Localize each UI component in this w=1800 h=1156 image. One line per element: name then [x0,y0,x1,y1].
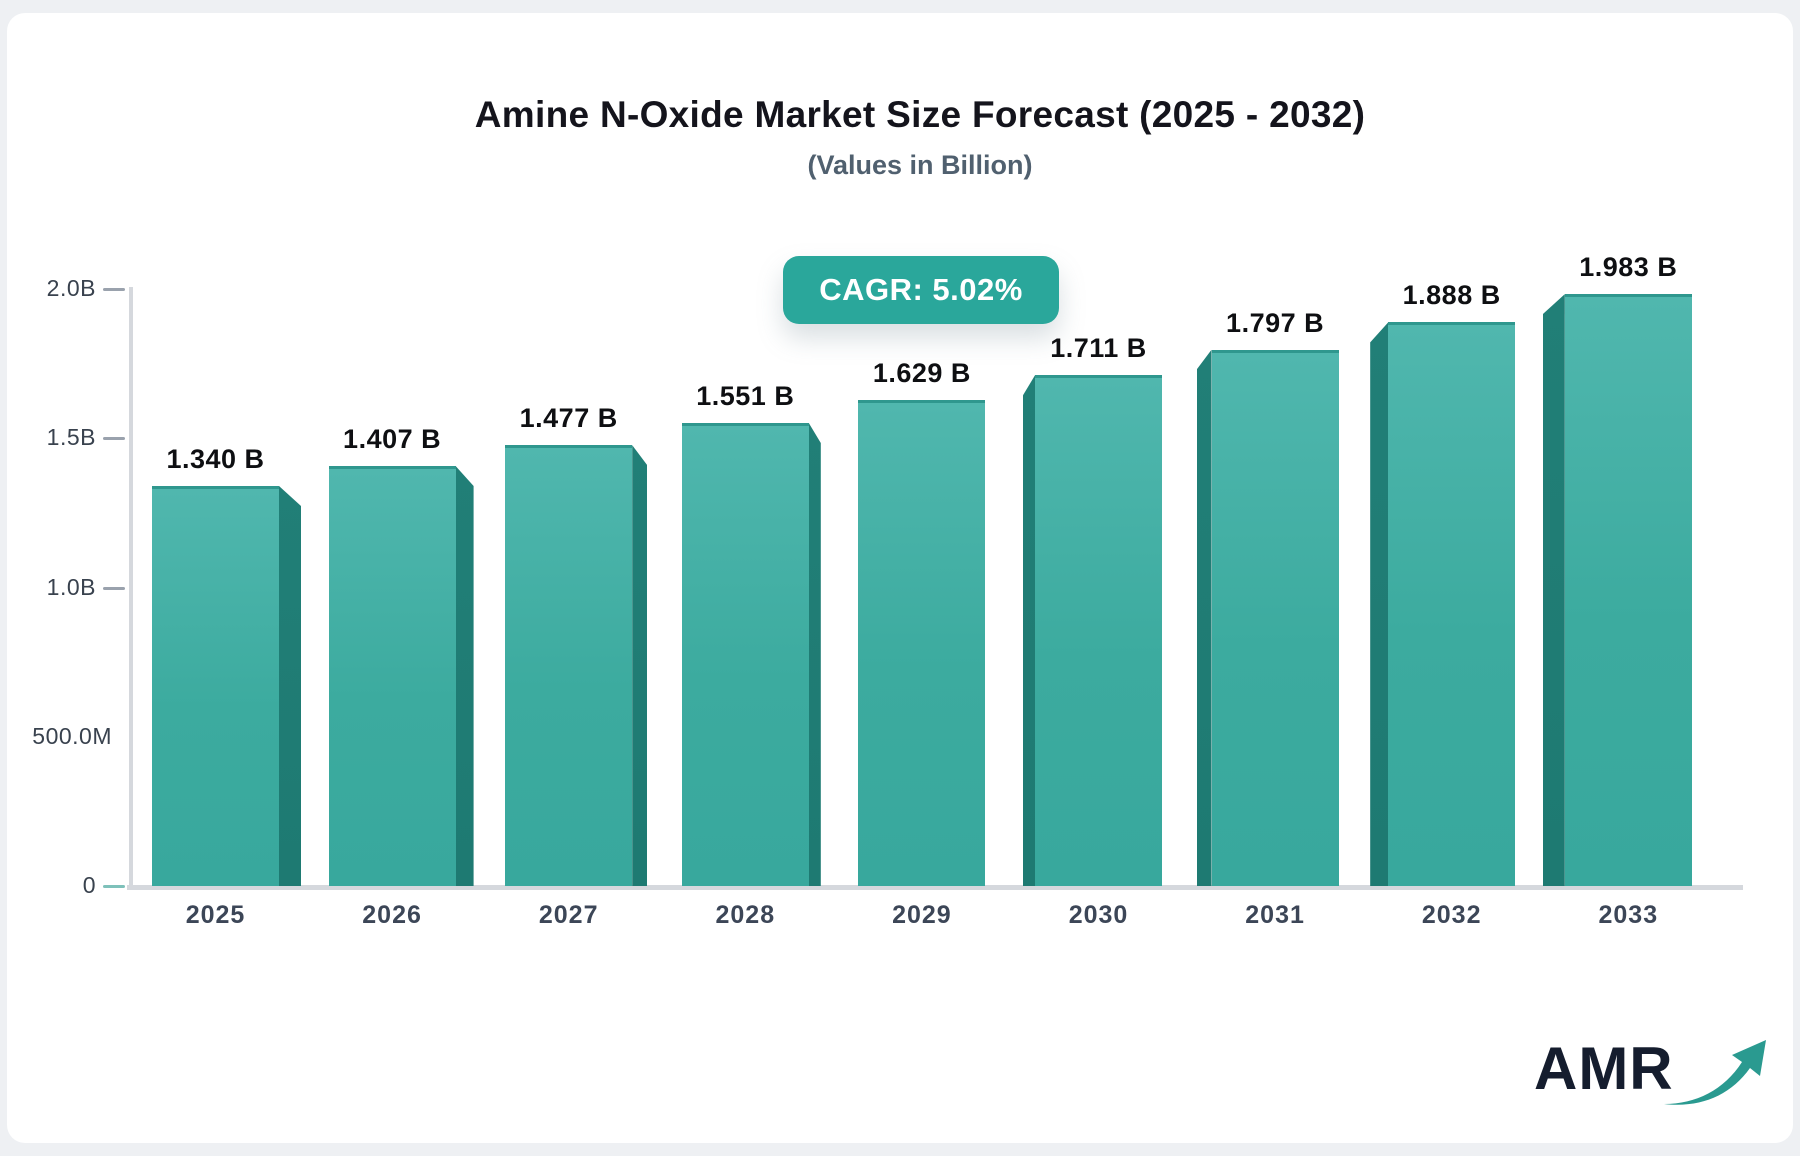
y-tick-dash [103,437,125,441]
x-axis-category-label: 2029 [892,901,952,929]
x-axis-category-label: 2027 [538,901,599,929]
bar-value-label: 1.407 B [343,424,442,454]
y-tick-label: 500.0M [32,722,112,749]
growth-arrow-icon [1664,1040,1766,1105]
bar-face [1388,322,1516,886]
bar-face [1564,294,1692,886]
y-tick-dash [103,885,125,888]
bar-side [1196,349,1212,886]
bar-side [632,445,648,886]
bar-face [1035,375,1162,886]
bar-side [455,466,474,886]
x-axis-category-label: 2030 [1068,901,1129,929]
bar-side [279,486,301,886]
bar-face [505,445,633,886]
y-tick-label: 2.0B [46,275,96,301]
bar-side [808,423,821,886]
x-axis-category-label: 2025 [185,901,246,929]
bar-value-label: 1.983 B [1579,252,1678,283]
cagr-badge: CAGR: 5.02% [783,256,1059,324]
x-axis-category-label: 2033 [1598,901,1659,929]
bar-side [1023,375,1035,886]
x-axis-category-label: 2026 [362,901,422,929]
bar-face [858,399,986,886]
bar-side [1542,294,1565,886]
bar-value-label: 1.340 B [166,444,265,474]
x-axis-category-label: 2032 [1421,901,1482,929]
bar-face [152,486,279,886]
bar-value-label: 1.797 B [1226,307,1325,338]
amr-logo: AMR [1520,1026,1770,1112]
y-axis-line [129,287,133,887]
bar-face [328,466,456,886]
chart-subtitle: (Values in Billion) [807,150,1033,180]
amr-logo-text: AMR [1534,1035,1674,1102]
bar-face [1211,349,1339,886]
bar-value-label: 1.711 B [1050,333,1147,364]
y-tick-label: 0 [82,872,96,898]
bar-value-label: 1.477 B [519,403,618,434]
x-axis-category-label: 2028 [715,901,776,929]
x-axis-category-label: 2031 [1245,901,1305,929]
y-tick-dash [103,586,125,590]
y-tick-label: 1.5B [46,424,96,451]
bar-side [1370,322,1389,886]
bar-face [681,423,809,886]
y-tick-label: 1.0B [46,573,96,600]
bar-value-label: 1.551 B [696,381,795,412]
bar-value-label: 1.629 B [872,357,971,388]
x-axis-line [127,885,1743,890]
bar-value-label: 1.888 B [1402,280,1501,311]
chart-title: Amine N-Oxide Market Size Forecast (2025… [474,94,1366,135]
y-tick-dash [103,288,125,291]
